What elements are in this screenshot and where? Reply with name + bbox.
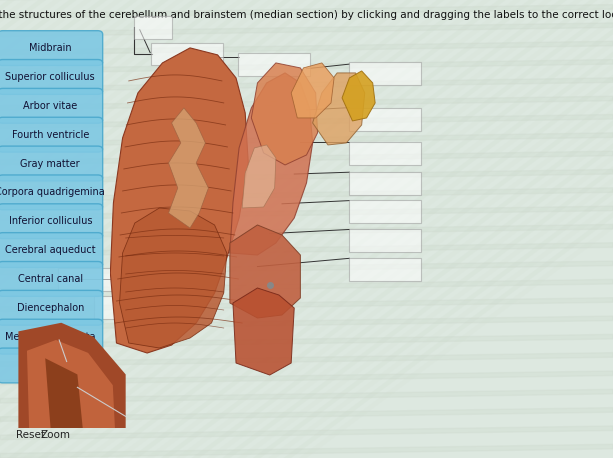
Polygon shape — [0, 0, 613, 240]
Polygon shape — [169, 108, 208, 228]
Polygon shape — [0, 0, 613, 218]
Text: Cerebral aqueduct: Cerebral aqueduct — [5, 245, 96, 255]
FancyBboxPatch shape — [238, 53, 310, 76]
Text: Diencephalon: Diencephalon — [17, 303, 84, 313]
Polygon shape — [27, 340, 115, 428]
Text: Zoom: Zoom — [40, 430, 70, 440]
FancyBboxPatch shape — [349, 172, 421, 195]
Polygon shape — [0, 86, 613, 458]
FancyBboxPatch shape — [0, 146, 103, 181]
Text: Corpora quadrigemina: Corpora quadrigemina — [0, 187, 105, 197]
Text: Pons: Pons — [39, 360, 62, 371]
Polygon shape — [0, 0, 613, 103]
FancyBboxPatch shape — [0, 117, 103, 152]
Polygon shape — [313, 73, 365, 145]
FancyBboxPatch shape — [0, 262, 103, 296]
Polygon shape — [0, 0, 613, 149]
FancyBboxPatch shape — [0, 60, 103, 94]
Polygon shape — [0, 0, 613, 344]
Polygon shape — [230, 73, 313, 255]
Polygon shape — [0, 0, 613, 355]
Polygon shape — [0, 0, 613, 23]
Polygon shape — [0, 0, 613, 114]
Polygon shape — [120, 208, 227, 348]
Polygon shape — [0, 75, 613, 458]
Polygon shape — [0, 0, 613, 92]
Polygon shape — [0, 98, 613, 458]
FancyBboxPatch shape — [349, 200, 421, 223]
FancyBboxPatch shape — [0, 204, 103, 239]
Text: Inferior colliculus: Inferior colliculus — [9, 216, 92, 226]
Polygon shape — [0, 0, 613, 172]
Polygon shape — [342, 71, 375, 121]
Polygon shape — [0, 0, 613, 69]
Polygon shape — [45, 358, 83, 428]
FancyBboxPatch shape — [349, 142, 421, 165]
Polygon shape — [0, 40, 613, 458]
Polygon shape — [0, 0, 613, 275]
FancyBboxPatch shape — [0, 88, 103, 123]
Polygon shape — [0, 0, 613, 11]
Polygon shape — [0, 0, 613, 378]
Polygon shape — [0, 0, 613, 424]
Polygon shape — [0, 0, 613, 412]
Polygon shape — [0, 201, 613, 458]
Polygon shape — [0, 0, 613, 206]
Polygon shape — [0, 0, 613, 46]
FancyBboxPatch shape — [0, 348, 103, 383]
Polygon shape — [0, 0, 613, 183]
Polygon shape — [0, 212, 613, 458]
FancyBboxPatch shape — [0, 290, 103, 325]
FancyBboxPatch shape — [58, 268, 114, 291]
FancyBboxPatch shape — [94, 296, 151, 319]
Polygon shape — [0, 5, 613, 458]
Polygon shape — [0, 0, 613, 195]
FancyBboxPatch shape — [0, 319, 103, 354]
Polygon shape — [0, 0, 613, 34]
Polygon shape — [242, 145, 276, 208]
Text: Fourth ventricle: Fourth ventricle — [12, 130, 89, 140]
Polygon shape — [0, 0, 613, 447]
Polygon shape — [0, 132, 613, 458]
Polygon shape — [291, 63, 334, 118]
Polygon shape — [251, 63, 318, 165]
FancyBboxPatch shape — [151, 43, 223, 65]
Text: Midbrain: Midbrain — [29, 43, 72, 53]
Polygon shape — [0, 17, 613, 458]
Polygon shape — [0, 224, 613, 458]
Polygon shape — [0, 0, 613, 137]
FancyBboxPatch shape — [349, 62, 421, 85]
Polygon shape — [110, 48, 248, 353]
Polygon shape — [0, 63, 613, 458]
Polygon shape — [0, 0, 613, 126]
FancyBboxPatch shape — [349, 258, 421, 281]
Text: Central canal: Central canal — [18, 274, 83, 284]
Text: Gray matter: Gray matter — [20, 158, 80, 169]
Polygon shape — [0, 0, 613, 332]
Polygon shape — [0, 0, 613, 57]
Polygon shape — [0, 178, 613, 458]
Polygon shape — [0, 189, 613, 458]
Polygon shape — [0, 0, 613, 435]
Polygon shape — [0, 0, 613, 321]
Polygon shape — [0, 0, 613, 80]
Polygon shape — [0, 0, 613, 401]
FancyBboxPatch shape — [0, 175, 103, 210]
Text: Medulla oblongata: Medulla oblongata — [5, 332, 96, 342]
Text: Reset: Reset — [16, 430, 45, 440]
Polygon shape — [0, 0, 613, 263]
Text: Label the structures of the cerebellum and brainstem (median section) by clickin: Label the structures of the cerebellum a… — [0, 10, 613, 20]
Polygon shape — [0, 0, 613, 229]
Polygon shape — [0, 0, 613, 286]
FancyBboxPatch shape — [0, 31, 103, 65]
FancyBboxPatch shape — [349, 229, 421, 252]
Polygon shape — [0, 109, 613, 458]
FancyBboxPatch shape — [349, 108, 421, 131]
Polygon shape — [0, 0, 613, 366]
Polygon shape — [0, 143, 613, 458]
Text: Arbor vitae: Arbor vitae — [23, 101, 77, 111]
Polygon shape — [0, 0, 613, 309]
Polygon shape — [0, 120, 613, 458]
Polygon shape — [0, 52, 613, 458]
